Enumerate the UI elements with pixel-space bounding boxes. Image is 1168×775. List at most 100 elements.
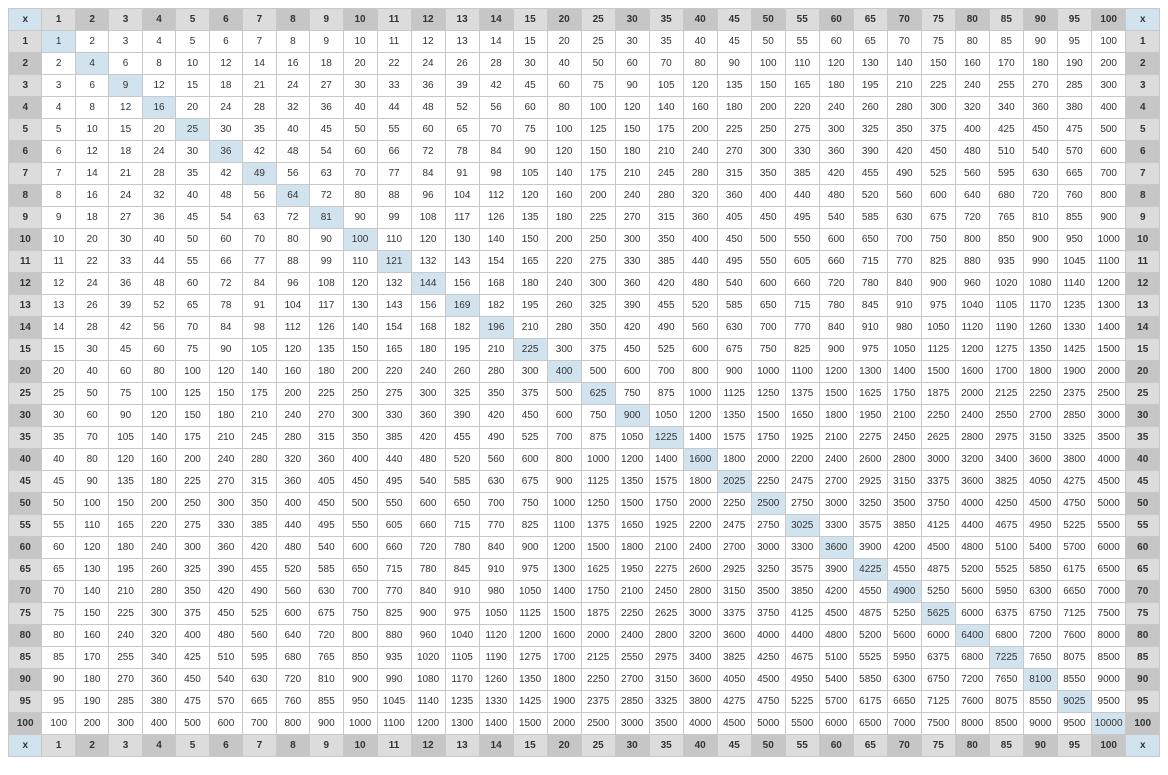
row-header-right: 3 <box>1126 75 1160 97</box>
col-header: 55 <box>785 9 819 31</box>
cell: 4000 <box>955 493 989 515</box>
cell: 325 <box>853 119 887 141</box>
cell: 250 <box>751 119 785 141</box>
cell: 1875 <box>581 603 615 625</box>
cell: 3600 <box>683 669 717 691</box>
cell: 520 <box>853 185 887 207</box>
cell: 480 <box>955 141 989 163</box>
cell: 975 <box>921 295 955 317</box>
cell: 420 <box>209 581 242 603</box>
cell: 1020 <box>411 647 445 669</box>
cell: 154 <box>377 317 411 339</box>
cell: 320 <box>142 625 175 647</box>
cell: 630 <box>310 581 343 603</box>
cell: 6650 <box>887 691 921 713</box>
row-header: 85 <box>9 647 42 669</box>
cell: 5200 <box>853 625 887 647</box>
cell: 320 <box>276 449 309 471</box>
cell: 1045 <box>377 691 411 713</box>
cell: 140 <box>479 229 513 251</box>
cell: 42 <box>109 317 142 339</box>
cell: 1400 <box>887 361 921 383</box>
cell: 3150 <box>887 471 921 493</box>
cell: 90 <box>343 207 377 229</box>
col-header: 4 <box>142 9 175 31</box>
cell: 132 <box>411 251 445 273</box>
cell: 5000 <box>751 713 785 735</box>
cell: 117 <box>310 295 343 317</box>
cell: 375 <box>513 383 547 405</box>
cell: 90 <box>42 669 75 691</box>
cell: 60 <box>819 31 853 53</box>
cell: 39 <box>109 295 142 317</box>
row-header-right: 35 <box>1126 427 1160 449</box>
cell: 48 <box>142 273 175 295</box>
cell: 900 <box>411 603 445 625</box>
cell: 900 <box>615 405 649 427</box>
cell: 900 <box>819 339 853 361</box>
cell: 5950 <box>887 647 921 669</box>
cell: 28 <box>142 163 175 185</box>
cell: 150 <box>75 603 108 625</box>
cell: 330 <box>209 515 242 537</box>
cell: 450 <box>751 207 785 229</box>
cell: 400 <box>276 493 309 515</box>
cell: 120 <box>411 229 445 251</box>
cell: 150 <box>921 53 955 75</box>
row-header-right: 85 <box>1126 647 1160 669</box>
cell: 1400 <box>547 581 581 603</box>
cell: 10 <box>75 119 108 141</box>
cell: 210 <box>479 339 513 361</box>
cell: 2275 <box>853 427 887 449</box>
cell: 8 <box>276 31 309 53</box>
cell: 1500 <box>581 537 615 559</box>
cell: 20 <box>42 361 75 383</box>
cell: 52 <box>142 295 175 317</box>
cell: 375 <box>581 339 615 361</box>
cell: 10 <box>343 31 377 53</box>
cell: 12 <box>42 273 75 295</box>
cell: 780 <box>445 537 479 559</box>
cell: 240 <box>615 185 649 207</box>
cell: 285 <box>1057 75 1091 97</box>
cell: 8 <box>142 53 175 75</box>
cell: 840 <box>479 537 513 559</box>
cell: 900 <box>343 669 377 691</box>
cell: 1375 <box>785 383 819 405</box>
cell: 7 <box>243 31 276 53</box>
cell: 260 <box>445 361 479 383</box>
cell: 63 <box>243 207 276 229</box>
cell: 90 <box>717 53 751 75</box>
row-header: 40 <box>9 449 42 471</box>
col-header: 25 <box>581 9 615 31</box>
cell: 510 <box>209 647 242 669</box>
cell: 275 <box>785 119 819 141</box>
cell: 405 <box>717 207 751 229</box>
cell: 180 <box>310 361 343 383</box>
cell: 700 <box>547 427 581 449</box>
cell: 175 <box>176 427 209 449</box>
cell: 270 <box>109 669 142 691</box>
cell: 1045 <box>1057 251 1091 273</box>
cell: 675 <box>921 207 955 229</box>
cell: 1125 <box>581 471 615 493</box>
cell: 3000 <box>683 603 717 625</box>
cell: 7200 <box>955 669 989 691</box>
cell: 1700 <box>547 647 581 669</box>
cell: 48 <box>276 141 309 163</box>
cell: 1200 <box>819 361 853 383</box>
cell: 1330 <box>479 691 513 713</box>
cell: 720 <box>1023 185 1057 207</box>
row-header: 80 <box>9 625 42 647</box>
cell: 195 <box>445 339 479 361</box>
cell: 6650 <box>1057 581 1091 603</box>
col-footer: 40 <box>683 735 717 757</box>
cell: 665 <box>243 691 276 713</box>
cell: 540 <box>717 273 751 295</box>
row-header-right: 90 <box>1126 669 1160 691</box>
cell: 2800 <box>955 427 989 449</box>
cell: 13 <box>42 295 75 317</box>
cell: 3575 <box>785 559 819 581</box>
cell: 33 <box>109 251 142 273</box>
cell: 1400 <box>1091 317 1126 339</box>
